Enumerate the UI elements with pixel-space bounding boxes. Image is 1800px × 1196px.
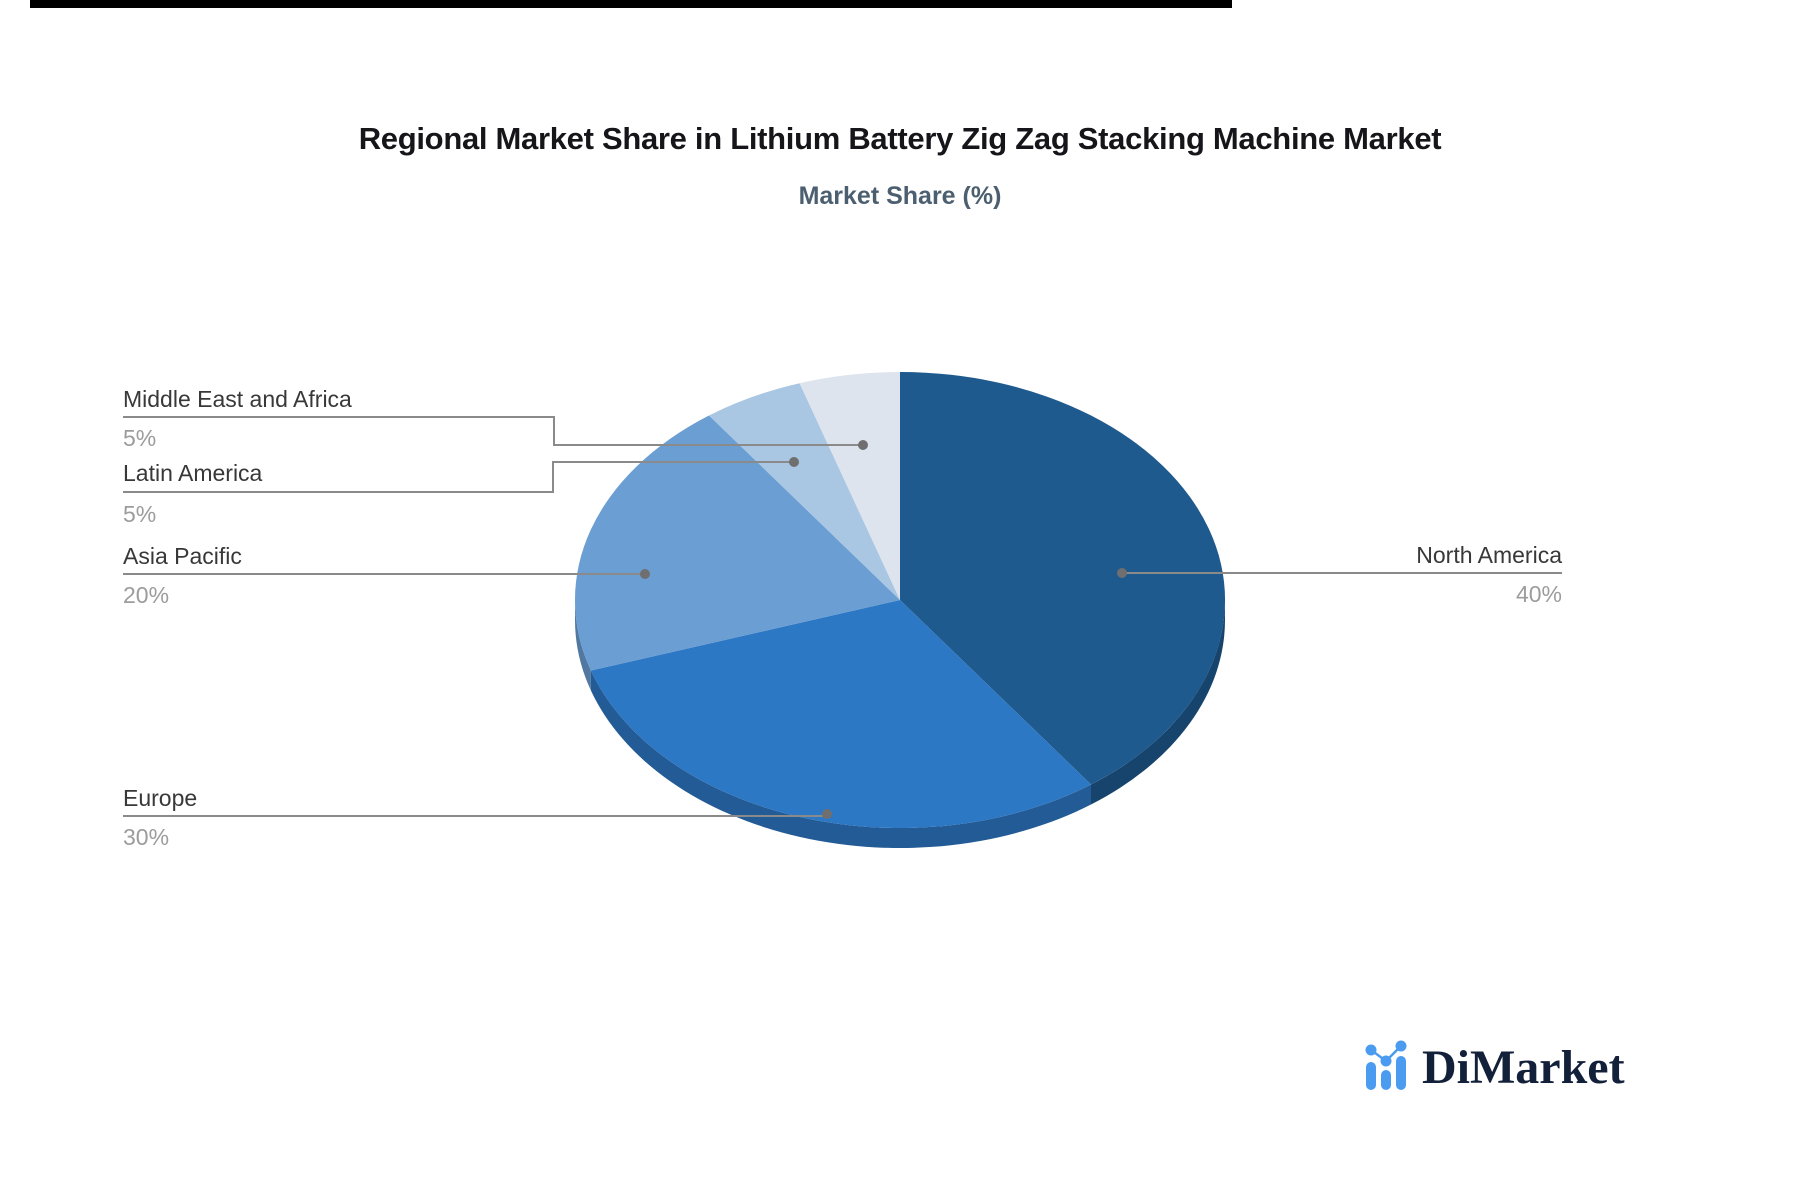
callout-label-middle-east-and-africa: Middle East and Africa bbox=[123, 386, 352, 412]
pie-slice-side-europe bbox=[590, 670, 1091, 849]
leader-dot-europe bbox=[822, 809, 832, 819]
pie-slice-middle-east-and-africa[interactable] bbox=[799, 372, 900, 600]
dimarket-logo: DiMarket bbox=[1364, 1040, 1625, 1096]
top-border-bar bbox=[30, 0, 1232, 8]
leader-dot-asia-pacific bbox=[640, 569, 650, 579]
leader-line-latin-america bbox=[123, 461, 794, 493]
callout-label-europe: Europe bbox=[123, 785, 198, 811]
callout-value-middle-east-and-africa: 5% bbox=[123, 425, 157, 451]
leader-dot-middle-east-and-africa bbox=[858, 440, 868, 450]
callout-value-europe: 30% bbox=[123, 824, 170, 850]
callout-label-asia-pacific: Asia Pacific bbox=[123, 543, 242, 569]
callout-value-latin-america: 5% bbox=[123, 501, 157, 527]
pie-slice-side-north-america bbox=[1091, 600, 1225, 805]
chart-subtitle: Market Share (%) bbox=[798, 182, 1002, 210]
callout-label-north-america: North America bbox=[1416, 542, 1562, 568]
chart-title: Regional Market Share in Lithium Battery… bbox=[358, 121, 1442, 156]
logo-wordmark: DiMarket bbox=[1422, 1041, 1625, 1094]
leader-dot-north-america bbox=[1117, 568, 1127, 578]
callout-value-asia-pacific: 20% bbox=[123, 582, 170, 608]
leader-line-middle-east-and-africa bbox=[123, 416, 863, 446]
pie-slice-europe[interactable] bbox=[590, 600, 1091, 829]
pie-slice-north-america[interactable] bbox=[900, 372, 1226, 785]
pie-slice-latin-america[interactable] bbox=[709, 383, 900, 600]
bar-chart-icon bbox=[1365, 1040, 1407, 1090]
callout-value-north-america: 40% bbox=[1515, 581, 1562, 607]
pie-slice-asia-pacific[interactable] bbox=[574, 415, 900, 671]
pie-slice-side-asia-pacific bbox=[575, 600, 591, 691]
leader-dot-latin-america bbox=[789, 457, 799, 467]
callout-label-latin-america: Latin America bbox=[123, 460, 263, 486]
